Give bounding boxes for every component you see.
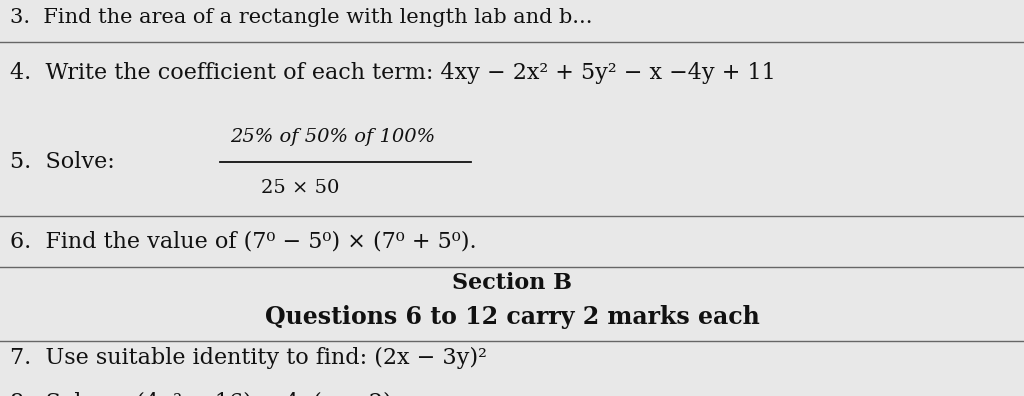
Text: 4.  Write the coefficient of each term: 4xy − 2x² + 5y² − x −4y + 11: 4. Write the coefficient of each term: 4… — [10, 62, 776, 84]
Text: Section B: Section B — [452, 272, 572, 294]
Text: 3.  Find the area of a rectangle with length lab and b...: 3. Find the area of a rectangle with len… — [10, 8, 593, 27]
Text: 25% of 50% of 100%: 25% of 50% of 100% — [230, 128, 435, 146]
Text: 7.  Use suitable identity to find: (2x − 3y)²: 7. Use suitable identity to find: (2x − … — [10, 347, 487, 369]
Text: 25 × 50: 25 × 50 — [261, 179, 340, 197]
Text: 6.  Find the value of (7⁰ − 5⁰) × (7⁰ + 5⁰).: 6. Find the value of (7⁰ − 5⁰) × (7⁰ + 5… — [10, 230, 477, 253]
Text: 8.  Solve: p(4p² − 16) ÷ 4p(p − 2): 8. Solve: p(4p² − 16) ÷ 4p(p − 2) — [10, 392, 392, 396]
Text: 5.  Solve:: 5. Solve: — [10, 151, 115, 173]
Text: Questions 6 to 12 carry 2 marks each: Questions 6 to 12 carry 2 marks each — [264, 305, 760, 329]
